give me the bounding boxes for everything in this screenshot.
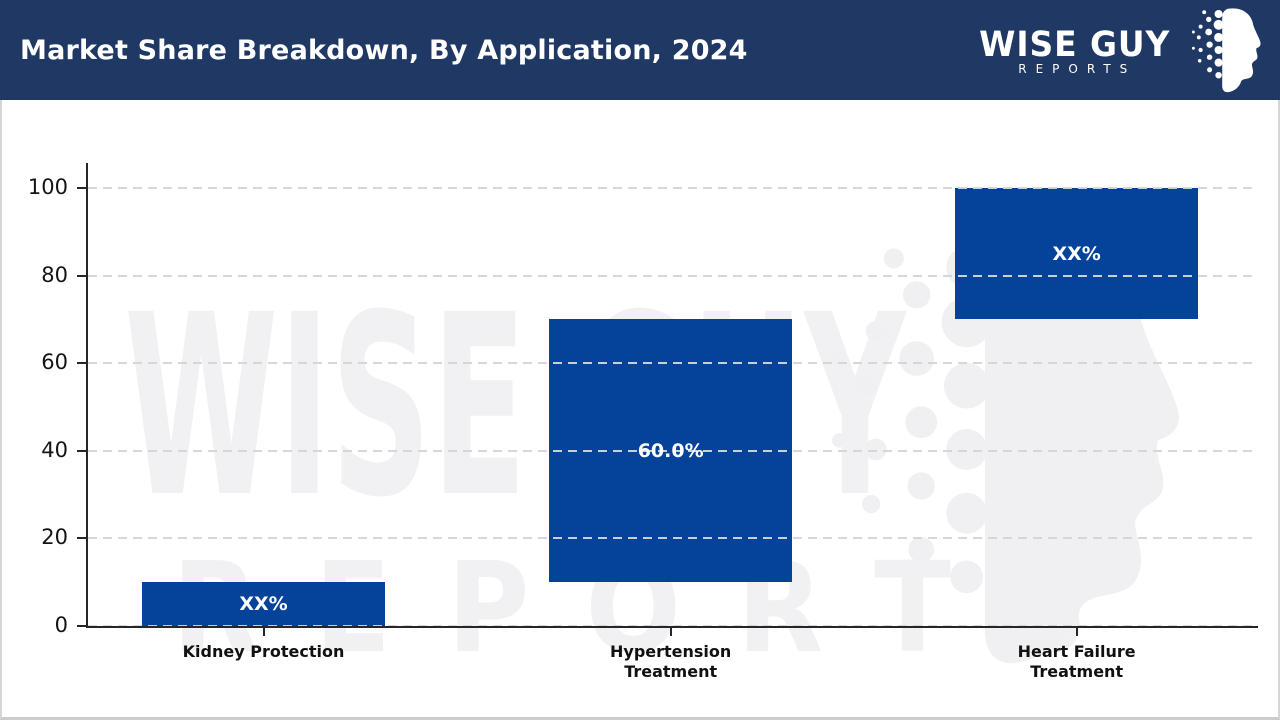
x-category-label: Kidney Protection	[104, 642, 424, 662]
gridline	[88, 537, 1258, 540]
y-tick	[77, 449, 88, 452]
x-tick	[669, 628, 672, 636]
brand-logo-sub: REPORTS	[1018, 61, 1137, 76]
bar-value-label: 60.0%	[637, 439, 704, 462]
y-axis-spine	[86, 163, 88, 628]
y-tick-label: 100	[27, 174, 68, 199]
y-tick	[77, 186, 88, 189]
y-tick-label: 40	[41, 437, 68, 462]
x-category-label-line: Treatment	[1030, 662, 1124, 681]
x-category-label-line: Hypertension	[610, 642, 732, 661]
bar-value-label: XX%	[239, 593, 288, 616]
x-tick	[262, 628, 265, 636]
y-tick	[77, 625, 88, 627]
gridline	[88, 274, 1258, 277]
x-category-label: Heart Failure Treatment	[917, 642, 1237, 682]
gridline	[88, 362, 1258, 365]
plot-area: XX% 60.0% XX% 0 20 40 60 80 100 Kidney Protection…	[28, 163, 1258, 681]
x-category-label-line: Heart Failure	[1017, 642, 1136, 661]
y-tick-label: 80	[41, 262, 68, 287]
x-category-label: Hypertension Treatment	[511, 642, 831, 682]
gridline	[88, 186, 1258, 189]
y-tick-label: 0	[54, 613, 68, 637]
bar-segment	[142, 582, 385, 626]
brand-head-icon	[1191, 8, 1261, 93]
page-title: Market Share Breakdown, By Application, …	[20, 34, 748, 66]
x-axis-spine	[86, 626, 1258, 628]
y-tick	[77, 274, 88, 277]
x-category-label-line: Kidney Protection	[182, 642, 345, 661]
y-tick-label: 60	[41, 350, 68, 375]
header: Market Share Breakdown, By Application, …	[0, 0, 1280, 100]
y-tick	[77, 537, 88, 540]
gridline	[88, 449, 1258, 452]
x-tick	[1075, 628, 1078, 636]
bar-value-label: XX%	[1052, 242, 1101, 265]
bar-segment	[955, 187, 1199, 320]
brand-logo-text: WISE GUY REPORTS	[973, 25, 1176, 76]
y-tick-label: 20	[41, 525, 68, 550]
brand-logo: WISE GUY REPORTS	[973, 5, 1270, 95]
brand-logo-name: WISE GUY	[978, 24, 1170, 65]
y-tick	[77, 362, 88, 365]
x-category-label-line: Treatment	[624, 662, 718, 681]
